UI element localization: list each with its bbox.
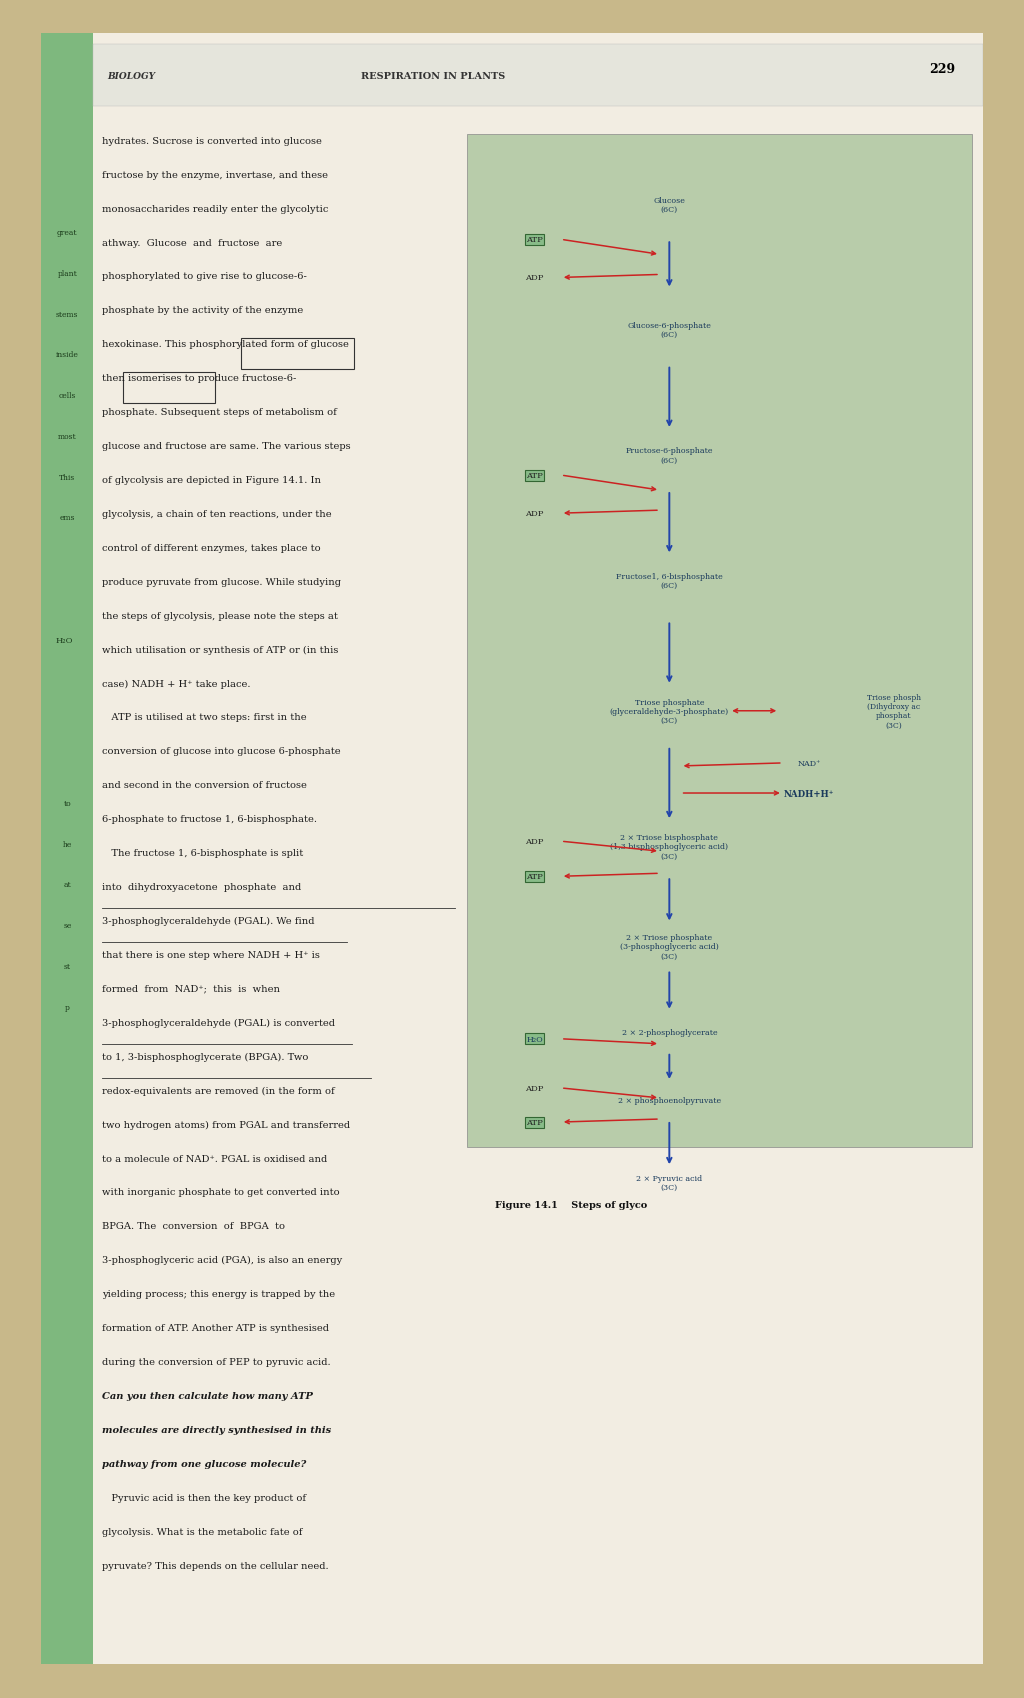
- Text: 3-phosphoglyceraldehyde (PGAL) is converted: 3-phosphoglyceraldehyde (PGAL) is conver…: [102, 1019, 335, 1027]
- Text: Triose phosph
(Dihydroxy ac
phosphat
(3C): Triose phosph (Dihydroxy ac phosphat (3C…: [867, 693, 921, 728]
- FancyBboxPatch shape: [467, 136, 972, 1148]
- Text: 6-phosphate to fructose 1, 6-bisphosphate.: 6-phosphate to fructose 1, 6-bisphosphat…: [102, 815, 317, 824]
- Text: ATP: ATP: [526, 1119, 543, 1126]
- Text: ATP: ATP: [526, 236, 543, 245]
- Text: hydrates. Sucrose is converted into glucose: hydrates. Sucrose is converted into gluc…: [102, 136, 323, 146]
- Text: 2 × 2-phosphoglycerate: 2 × 2-phosphoglycerate: [622, 1029, 717, 1036]
- Text: formation of ATP. Another ATP is synthesised: formation of ATP. Another ATP is synthes…: [102, 1323, 329, 1333]
- Text: athway.  Glucose  and  fructose  are: athway. Glucose and fructose are: [102, 238, 283, 248]
- Text: at: at: [63, 881, 71, 888]
- FancyBboxPatch shape: [93, 46, 983, 107]
- Text: ATP: ATP: [526, 472, 543, 481]
- Text: hexokinase. This phosphorylated form of glucose: hexokinase. This phosphorylated form of …: [102, 340, 349, 350]
- Text: 3-phosphoglyceraldehyde (PGAL). We find: 3-phosphoglyceraldehyde (PGAL). We find: [102, 917, 314, 925]
- Text: ems: ems: [59, 514, 75, 521]
- Text: 2 × Pyruvic acid
(3C): 2 × Pyruvic acid (3C): [636, 1173, 702, 1190]
- Text: Glucose
(6C): Glucose (6C): [653, 197, 685, 214]
- Text: case) NADH + H⁺ take place.: case) NADH + H⁺ take place.: [102, 679, 251, 688]
- Text: Glucose-6-phosphate
(6C): Glucose-6-phosphate (6C): [628, 323, 712, 340]
- Text: st: st: [63, 963, 71, 970]
- Text: Can you then calculate how many ATP: Can you then calculate how many ATP: [102, 1391, 313, 1401]
- Text: molecules are directly synthesised in this: molecules are directly synthesised in th…: [102, 1425, 332, 1435]
- Text: glycolysis. What is the metabolic fate of: glycolysis. What is the metabolic fate o…: [102, 1527, 303, 1535]
- Text: H₂O: H₂O: [55, 637, 74, 644]
- Text: ADP: ADP: [525, 509, 544, 518]
- Text: with inorganic phosphate to get converted into: with inorganic phosphate to get converte…: [102, 1187, 340, 1197]
- Text: 2 × phosphoenolpyruvate: 2 × phosphoenolpyruvate: [617, 1097, 721, 1104]
- Text: This: This: [59, 474, 76, 481]
- Text: The fructose 1, 6-bisphosphate is split: The fructose 1, 6-bisphosphate is split: [102, 849, 303, 857]
- Text: cells: cells: [58, 392, 76, 399]
- FancyBboxPatch shape: [41, 34, 93, 1664]
- Text: 3-phosphoglyceric acid (PGA), is also an energy: 3-phosphoglyceric acid (PGA), is also an…: [102, 1255, 342, 1265]
- Text: ATP is utilised at two steps: first in the: ATP is utilised at two steps: first in t…: [102, 713, 307, 722]
- Text: pyruvate? This depends on the cellular need.: pyruvate? This depends on the cellular n…: [102, 1560, 329, 1569]
- Text: the steps of glycolysis, please note the steps at: the steps of glycolysis, please note the…: [102, 611, 338, 620]
- Text: BIOLOGY: BIOLOGY: [106, 71, 155, 82]
- Text: 229: 229: [929, 63, 954, 76]
- Text: two hydrogen atoms) from PGAL and transferred: two hydrogen atoms) from PGAL and transf…: [102, 1121, 350, 1129]
- Text: redox-equivalents are removed (in the form of: redox-equivalents are removed (in the fo…: [102, 1087, 335, 1095]
- Text: phosphate by the activity of the enzyme: phosphate by the activity of the enzyme: [102, 306, 303, 316]
- Text: to 1, 3-bisphosphoglycerate (BPGA). Two: to 1, 3-bisphosphoglycerate (BPGA). Two: [102, 1053, 308, 1061]
- Text: into  dihydroxyacetone  phosphate  and: into dihydroxyacetone phosphate and: [102, 883, 301, 891]
- Text: he: he: [62, 841, 72, 847]
- Text: yielding process; this energy is trapped by the: yielding process; this energy is trapped…: [102, 1289, 335, 1299]
- Text: Fructose1, 6-bisphosphate
(6C): Fructose1, 6-bisphosphate (6C): [616, 572, 723, 589]
- Text: 2 × Triose bisphosphate
(1,3 bisphosphoglyceric acid)
(3C): 2 × Triose bisphosphate (1,3 bisphosphog…: [610, 834, 728, 859]
- Text: pathway from one glucose molecule?: pathway from one glucose molecule?: [102, 1459, 306, 1469]
- Text: phosphate. Subsequent steps of metabolism of: phosphate. Subsequent steps of metabolis…: [102, 408, 337, 418]
- Text: monosaccharides readily enter the glycolytic: monosaccharides readily enter the glycol…: [102, 204, 329, 214]
- Text: most: most: [58, 433, 77, 440]
- Text: Figure 14.1    Steps of glyco: Figure 14.1 Steps of glyco: [495, 1200, 647, 1209]
- Text: conversion of glucose into glucose 6-phosphate: conversion of glucose into glucose 6-pho…: [102, 747, 341, 756]
- Text: glycolysis, a chain of ten reactions, under the: glycolysis, a chain of ten reactions, un…: [102, 509, 332, 518]
- Text: se: se: [63, 922, 72, 929]
- Text: BPGA. The  conversion  of  BPGA  to: BPGA. The conversion of BPGA to: [102, 1221, 286, 1231]
- Text: to: to: [63, 800, 71, 807]
- Text: Triose phosphate
(glyceraldehyde-3-phosphate)
(3C): Triose phosphate (glyceraldehyde-3-phosp…: [609, 698, 729, 725]
- Text: H₂O: H₂O: [526, 1036, 543, 1043]
- Text: produce pyruvate from glucose. While studying: produce pyruvate from glucose. While stu…: [102, 577, 341, 586]
- Text: then isomerises to produce fructose-6-: then isomerises to produce fructose-6-: [102, 374, 297, 384]
- Text: of glycolysis are depicted in Figure 14.1. In: of glycolysis are depicted in Figure 14.…: [102, 475, 322, 484]
- Text: inside: inside: [56, 351, 79, 358]
- Text: and second in the conversion of fructose: and second in the conversion of fructose: [102, 781, 307, 790]
- Text: fructose by the enzyme, invertase, and these: fructose by the enzyme, invertase, and t…: [102, 170, 329, 180]
- Text: ADP: ADP: [525, 1085, 544, 1092]
- Text: control of different enzymes, takes place to: control of different enzymes, takes plac…: [102, 543, 321, 552]
- Text: p: p: [65, 1004, 70, 1010]
- Text: that there is one step where NADH + H⁺ is: that there is one step where NADH + H⁺ i…: [102, 951, 321, 959]
- Text: plant: plant: [57, 270, 77, 277]
- Text: RESPIRATION IN PLANTS: RESPIRATION IN PLANTS: [361, 71, 506, 82]
- Text: ADP: ADP: [525, 275, 544, 282]
- Text: Pyruvic acid is then the key product of: Pyruvic acid is then the key product of: [102, 1493, 306, 1501]
- Text: phosphorylated to give rise to glucose-6-: phosphorylated to give rise to glucose-6…: [102, 272, 307, 282]
- Text: NADH+H⁺: NADH+H⁺: [784, 790, 835, 798]
- Text: to a molecule of NAD⁺. PGAL is oxidised and: to a molecule of NAD⁺. PGAL is oxidised …: [102, 1155, 328, 1163]
- Text: formed  from  NAD⁺;  this  is  when: formed from NAD⁺; this is when: [102, 985, 281, 993]
- Text: which utilisation or synthesis of ATP or (in this: which utilisation or synthesis of ATP or…: [102, 645, 339, 654]
- Text: NAD⁺: NAD⁺: [798, 759, 821, 767]
- Text: 2 × Triose phosphate
(3-phosphoglyceric acid)
(3C): 2 × Triose phosphate (3-phosphoglyceric …: [620, 934, 719, 959]
- Text: stems: stems: [56, 311, 79, 318]
- Text: glucose and fructose are same. The various steps: glucose and fructose are same. The vario…: [102, 441, 351, 450]
- Text: great: great: [57, 229, 78, 236]
- Text: during the conversion of PEP to pyruvic acid.: during the conversion of PEP to pyruvic …: [102, 1357, 331, 1367]
- FancyBboxPatch shape: [36, 25, 988, 1673]
- Text: ADP: ADP: [525, 837, 544, 846]
- Text: Fructose-6-phosphate
(6C): Fructose-6-phosphate (6C): [626, 447, 713, 464]
- Text: ATP: ATP: [526, 873, 543, 881]
